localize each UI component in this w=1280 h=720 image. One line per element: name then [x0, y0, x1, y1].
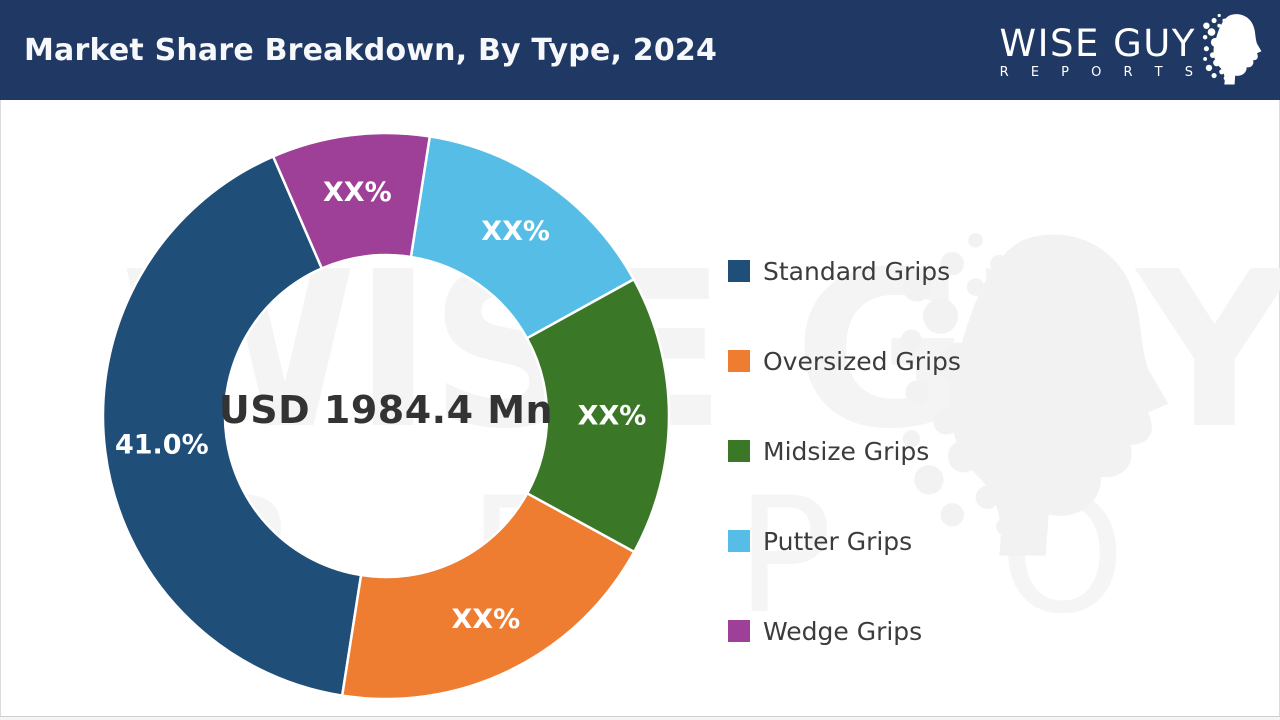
logo-reports-label: R E P O R T S: [999, 64, 1202, 80]
legend-label-midsize-grips: Midsize Grips: [763, 436, 930, 466]
logo-wiseguy-label: WISE GUY: [999, 21, 1196, 65]
segment-value-label-putter-grips: XX%: [481, 216, 550, 247]
legend-swatch-putter-grips: [728, 530, 750, 552]
legend-label-oversized-grips: Oversized Grips: [763, 346, 961, 376]
legend-item-standard-grips: Standard Grips: [728, 258, 961, 284]
legend-item-wedge-grips: Wedge Grips: [728, 618, 961, 644]
legend-item-putter-grips: Putter Grips: [728, 528, 961, 554]
donut-chart: 41.0% XX% XX% XX% XX%: [101, 131, 671, 701]
segment-value-label-oversized-grips: XX%: [451, 604, 520, 635]
legend-item-midsize-grips: Midsize Grips: [728, 438, 961, 464]
segment-value-label-standard-grips: 41.0%: [115, 430, 209, 461]
legend-label-standard-grips: Standard Grips: [763, 256, 951, 286]
segment-value-label-midsize-grips: XX%: [578, 401, 647, 432]
page-title: Market Share Breakdown, By Type, 2024: [24, 32, 718, 68]
legend-swatch-oversized-grips: [728, 350, 750, 372]
logo: WISE GUY R E P O R T S: [1000, 0, 1264, 100]
logo-text: WISE GUY R E P O R T S: [1000, 25, 1196, 80]
chart-center-value: USD 1984.4 Mn: [218, 388, 554, 432]
logo-head-icon: [1202, 13, 1262, 85]
legend-swatch-standard-grips: [728, 260, 750, 282]
donut-segment-oversized-grips: [340, 492, 636, 701]
donut-segment-midsize-grips: [525, 277, 671, 554]
donut-segment-putter-grips: [409, 135, 636, 340]
watermark-head-silhouette: [901, 233, 1169, 556]
legend-swatch-midsize-grips: [728, 440, 750, 462]
header: Market Share Breakdown, By Type, 2024 WI…: [0, 0, 1280, 100]
legend-label-wedge-grips: Wedge Grips: [763, 616, 923, 646]
footer-strip: [0, 716, 1280, 720]
donut-segment-wedge-grips: [271, 131, 432, 270]
legend-label-putter-grips: Putter Grips: [763, 526, 913, 556]
donut-segment-standard-grips: [101, 155, 363, 697]
segment-value-label-wedge-grips: XX%: [323, 177, 392, 208]
legend-swatch-wedge-grips: [728, 620, 750, 642]
legend-item-oversized-grips: Oversized Grips: [728, 348, 961, 374]
chart-legend: Standard Grips Oversized Grips Midsize Gri…: [728, 258, 961, 708]
